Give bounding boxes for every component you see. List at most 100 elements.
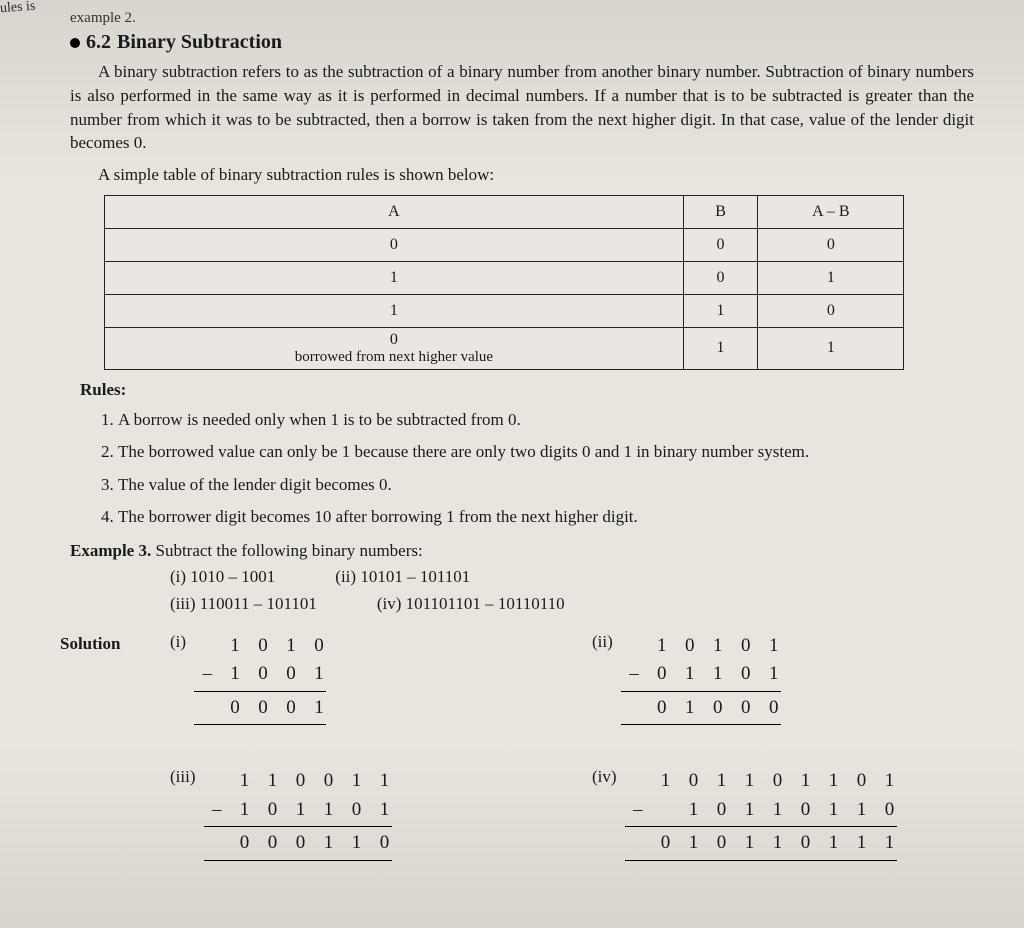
problem-text: 10101 – 101101 (360, 567, 470, 586)
calc-row: 010110111 (625, 829, 897, 858)
digit: 1 (322, 796, 336, 825)
cell: 0 (105, 228, 684, 261)
rules-table: A B A – B 0 0 0 1 0 1 1 1 0 0 (104, 195, 974, 370)
problem-num: (iii) (170, 594, 196, 613)
sign (194, 694, 212, 723)
sign (625, 767, 643, 796)
digit: 0 (711, 694, 725, 723)
rule-item: The borrowed value can only be 1 because… (118, 436, 974, 468)
solution-index: (ii) (592, 632, 613, 652)
example-heading: Example 3. Subtract the following binary… (70, 541, 974, 561)
digit: 1 (655, 632, 669, 661)
solution-item: (i)1010–10010001 (170, 632, 552, 728)
digit: 0 (350, 796, 364, 825)
solution-index: (iv) (592, 767, 617, 787)
rule-item: The borrower digit becomes 10 after borr… (118, 501, 974, 533)
calc-row: –1001 (194, 660, 326, 689)
digit: 0 (256, 632, 270, 661)
solution-item: (iii)110011–101101000110 (170, 767, 552, 863)
digit: 1 (378, 796, 392, 825)
digit: 1 (715, 767, 729, 796)
digit: 0 (655, 660, 669, 689)
digit: 0 (687, 767, 701, 796)
calc-row: 01000 (621, 694, 781, 723)
digit: 1 (771, 829, 785, 858)
calc-row: 1010 (194, 632, 326, 661)
digit: 1 (743, 767, 757, 796)
digit: 1 (711, 660, 725, 689)
digit: 1 (350, 829, 364, 858)
digit: 1 (228, 632, 242, 661)
problem-text: 1010 – 1001 (190, 567, 275, 586)
example-prompt: Subtract the following binary numbers: (155, 541, 422, 560)
digit (659, 796, 673, 825)
problem-text: 101101101 – 10110110 (406, 594, 565, 613)
digit: 0 (312, 632, 326, 661)
sign (621, 632, 639, 661)
cell: 1 (683, 327, 757, 369)
digit: 0 (655, 694, 669, 723)
sign (625, 829, 643, 858)
calc-row: 10101 (621, 632, 781, 661)
digit: 1 (827, 796, 841, 825)
bullet-icon (70, 38, 80, 48)
digit: 0 (266, 829, 280, 858)
digit: 1 (687, 829, 701, 858)
digit: 0 (715, 796, 729, 825)
digit: 0 (284, 694, 298, 723)
digit: 1 (711, 632, 725, 661)
solution-index: (iii) (170, 767, 196, 787)
pre-heading: example 2. (70, 10, 974, 27)
cell: 0 (758, 228, 904, 261)
digit: 0 (883, 796, 897, 825)
sign (204, 829, 222, 858)
digit: 1 (683, 694, 697, 723)
digit: 1 (743, 829, 757, 858)
digit: 1 (767, 660, 781, 689)
sign (194, 632, 212, 661)
th-amb: A – B (758, 195, 904, 228)
edge-text: ules is (0, 0, 36, 17)
problem-num: (iv) (377, 594, 402, 613)
problem-text: 110011 – 101101 (200, 594, 317, 613)
digit: 1 (378, 767, 392, 796)
th-b: B (683, 195, 757, 228)
digit: 0 (256, 694, 270, 723)
digit: 1 (659, 767, 673, 796)
digit: 0 (294, 829, 308, 858)
section-number: 6.2 (86, 31, 111, 54)
calc-row: –101101 (204, 796, 392, 825)
digit: 1 (799, 767, 813, 796)
cell: 1 (758, 261, 904, 294)
digit: 0 (266, 796, 280, 825)
calc-row: –01101 (621, 660, 781, 689)
cell: 1 (683, 294, 757, 327)
section-title: Binary Subtraction (117, 31, 282, 54)
digit: 1 (228, 660, 242, 689)
digit: 0 (659, 829, 673, 858)
digit: 1 (294, 796, 308, 825)
digit: 1 (687, 796, 701, 825)
sign (204, 767, 222, 796)
borrow-note: borrowed from next higher value (113, 349, 675, 366)
digit: 0 (799, 796, 813, 825)
digit: 0 (284, 660, 298, 689)
digit: 0 (715, 829, 729, 858)
solution-item: (iv)101101101–10110110010110111 (592, 767, 974, 863)
digit: 0 (739, 694, 753, 723)
digit: 0 (228, 694, 242, 723)
problem-num: (i) (170, 567, 186, 586)
rules-list: A borrow is needed only when 1 is to be … (98, 404, 974, 533)
digit: 1 (827, 829, 841, 858)
rule-item: A borrow is needed only when 1 is to be … (118, 404, 974, 436)
cell: 0 (758, 294, 904, 327)
paragraph-2: A simple table of binary subtraction rul… (70, 163, 974, 187)
digit: 1 (743, 796, 757, 825)
digit: 0 (238, 829, 252, 858)
solution-item: (ii) 10101–0110101000 (592, 632, 974, 728)
digit: 1 (350, 767, 364, 796)
sign: – (194, 660, 212, 689)
paragraph-1: A binary subtraction refers to as the su… (70, 60, 974, 155)
cell-borrow: 0 borrowed from next higher value (105, 327, 684, 369)
calculation: 10101–0110101000 (621, 632, 781, 728)
